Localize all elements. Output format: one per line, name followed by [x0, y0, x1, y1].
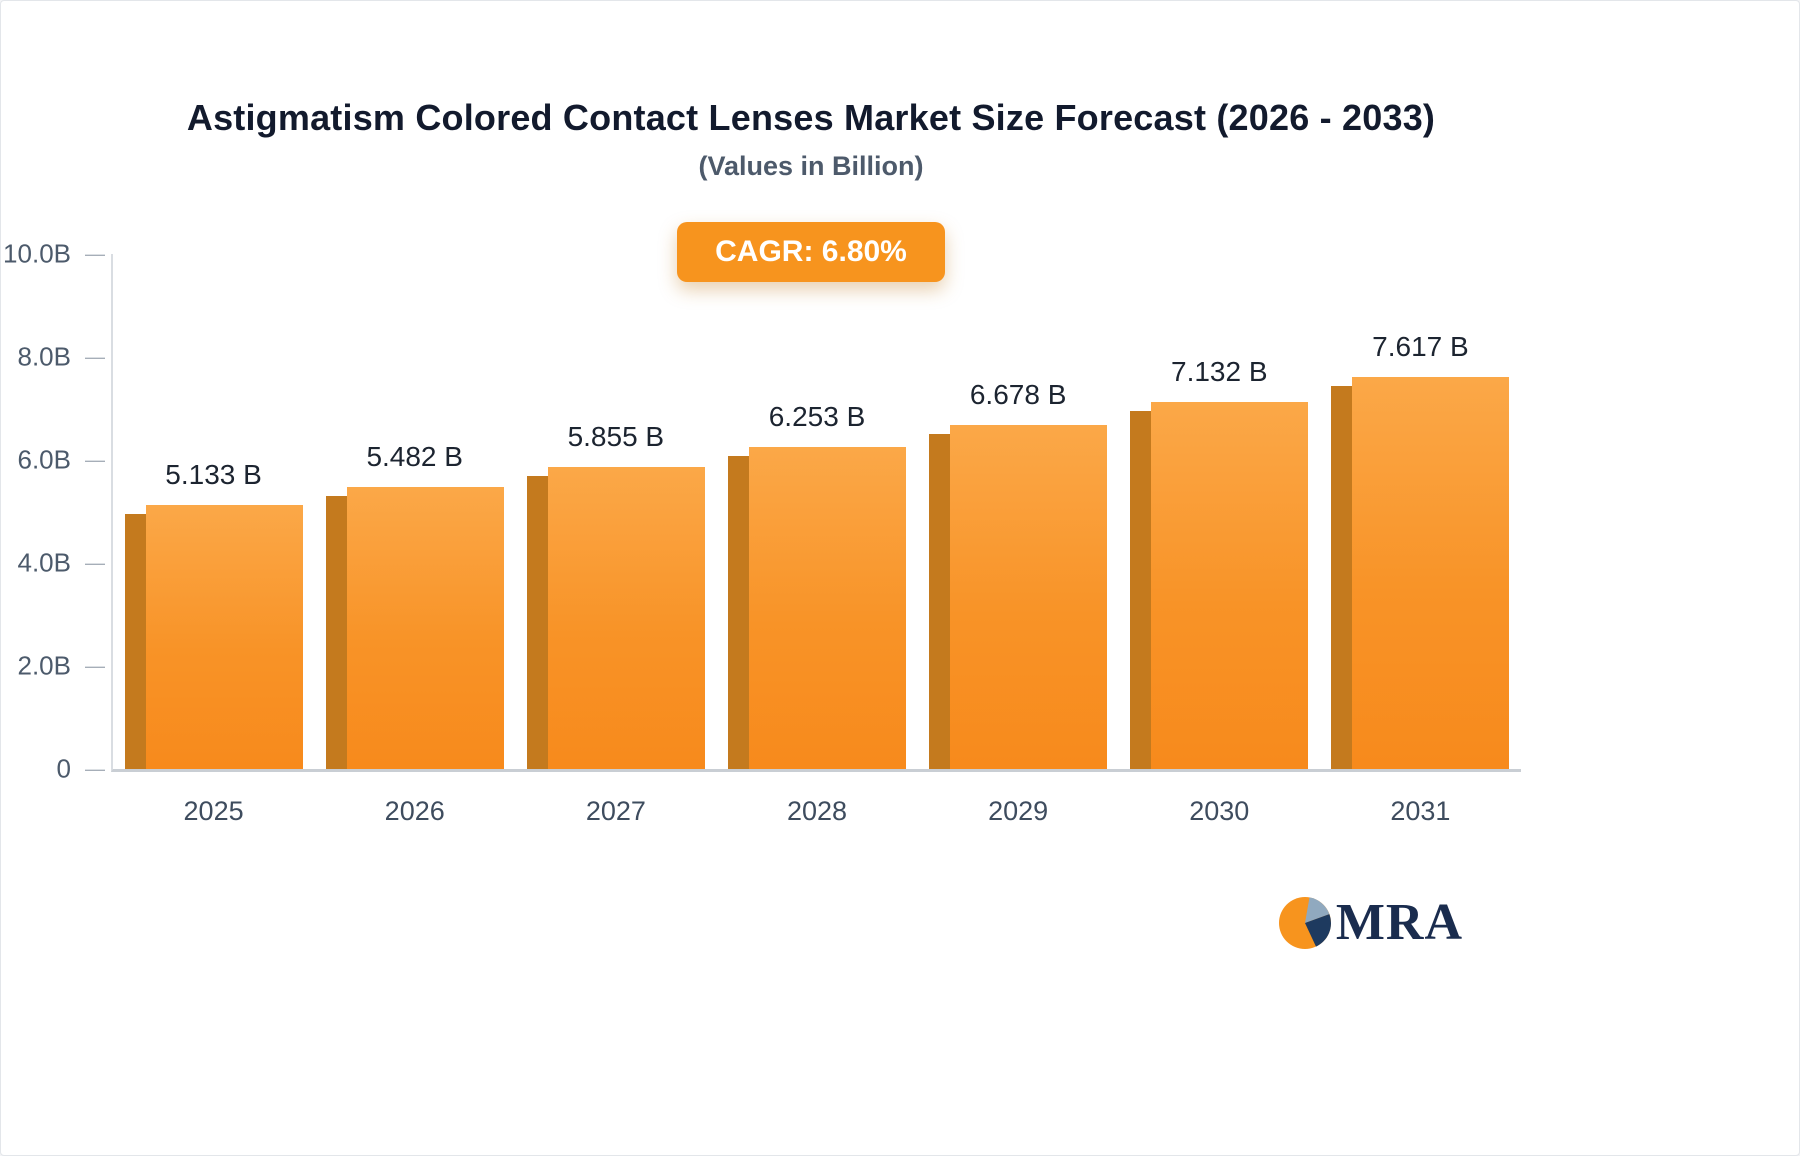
y-tick-label: 2.0B [17, 650, 72, 681]
x-axis-label: 2027 [585, 796, 646, 826]
bar-group: 7.132 B 2030 [1119, 254, 1320, 826]
bar-group: 5.133 B 2025 [113, 254, 314, 826]
brand-logo-text: MRA [1335, 894, 1463, 951]
y-tick: 0— [57, 754, 113, 785]
bar-value-label: 5.133 B [165, 458, 262, 490]
y-tick: 10.0B — [3, 239, 113, 270]
y-tick-mark: — [85, 243, 105, 265]
brand-logo: MRA [1276, 894, 1463, 952]
y-tick-mark: — [85, 449, 105, 471]
bar-front-face [346, 486, 504, 769]
y-tick-label: 8.0B [17, 341, 72, 372]
y-tick-mark: — [85, 346, 105, 368]
y-tick-label: 0 [56, 753, 71, 784]
bar-value-label: 7.617 B [1372, 330, 1469, 362]
chart-header: Astigmatism Colored Contact Lenses Marke… [1, 1, 1621, 282]
bar-value-label: 5.855 B [567, 421, 665, 453]
bar-group: 7.617 B 2031 [1320, 254, 1521, 826]
x-axis-label: 2031 [1390, 796, 1451, 826]
x-axis-label: 2026 [384, 796, 445, 826]
y-tick-mark: — [85, 655, 105, 677]
x-axis-label: 2030 [1189, 796, 1250, 826]
bar: 6.678 B [929, 379, 1108, 769]
y-tick-label: 4.0B [17, 547, 72, 578]
y-tick: 2.0B — [18, 651, 114, 682]
bar-front-face [547, 467, 705, 769]
y-tick-mark: — [85, 552, 105, 574]
bar: 6.253 B [727, 401, 906, 769]
y-tick-mark: — [85, 758, 105, 780]
plot-area: 0—2.0B —4.0B —6.0B —8.0B —10.0B — 5.133 B 2025… [3, 239, 1521, 826]
bar-front-face [1151, 401, 1309, 769]
y-tick: 6.0B — [18, 445, 114, 476]
bar-value-label: 7.132 B [1171, 355, 1268, 387]
bar-value-label: 6.253 B [768, 400, 866, 432]
chart-title: Astigmatism Colored Contact Lenses Marke… [186, 97, 1436, 138]
bar-group: 5.482 B 2026 [314, 254, 515, 826]
bar-value-label: 6.678 B [969, 379, 1067, 411]
y-tick-label: 6.0B [17, 444, 72, 475]
bar-front-face [1352, 376, 1510, 769]
y-tick-label: 10.0B [3, 238, 71, 269]
x-axis-label: 2025 [183, 796, 244, 826]
y-tick: 8.0B — [18, 342, 114, 373]
bar: 5.133 B [124, 459, 303, 769]
y-axis: 0—2.0B —4.0B —6.0B —8.0B —10.0B — [3, 239, 1521, 784]
cagr-badge: CAGR: 6.80% [677, 222, 945, 282]
bar-group: 6.253 B 2028 [716, 254, 917, 826]
bars-container: 5.133 B 2025 5.482 B 2026 5.855 B 2027 6.253 B… [113, 254, 1521, 826]
bar-group: 5.855 B 2027 [515, 254, 716, 826]
x-axis-label: 2028 [786, 796, 848, 826]
bar: 7.617 B [1331, 331, 1510, 769]
bar-front-face [950, 425, 1108, 769]
bar: 7.132 B [1130, 356, 1309, 769]
bar-value-label: 5.482 B [366, 440, 463, 472]
brand-logo-pie-icon [1278, 897, 1331, 949]
bar: 5.482 B [325, 441, 504, 769]
y-tick: 4.0B — [18, 548, 114, 579]
bar-group: 6.678 B 2029 [918, 254, 1119, 826]
x-axis-label: 2029 [988, 796, 1049, 826]
chart-subtitle: (Values in Billion) [698, 151, 924, 181]
bar: 5.855 B [526, 421, 705, 769]
bar-front-face [748, 446, 906, 769]
bar-front-face [145, 504, 303, 769]
